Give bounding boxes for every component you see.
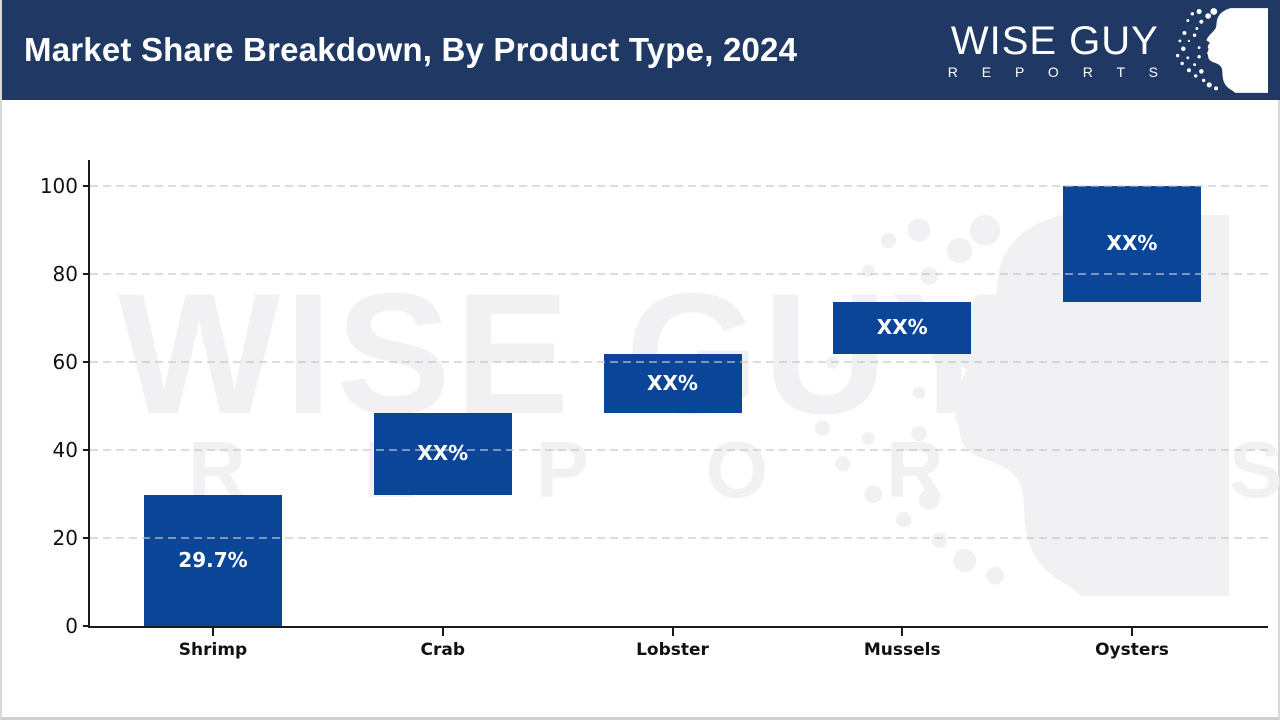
- brand-face-icon: [1175, 7, 1268, 93]
- x-axis-tick: [671, 628, 674, 636]
- gridline-y-40: [90, 449, 1268, 451]
- brand-logo: WISE GUY R E P O R T S: [942, 7, 1268, 93]
- y-axis-tick-label: 100: [39, 174, 78, 198]
- y-axis-tick-label: 80: [52, 262, 78, 286]
- bar-value-label: XX%: [647, 370, 698, 395]
- x-axis-category-label: Shrimp: [178, 640, 248, 660]
- brand-name: WISE GUY: [950, 18, 1159, 63]
- chart-bar-mussels: [833, 301, 972, 355]
- y-axis-tick-label: 60: [52, 350, 78, 374]
- y-axis-tick-0: [83, 625, 90, 627]
- brand-subtitle: R E P O R T S: [947, 63, 1168, 80]
- chart-bar-crab: [373, 413, 512, 496]
- chart-bar-oysters: [1063, 186, 1201, 302]
- x-axis-tick: [901, 628, 904, 636]
- gridline-y-80: [90, 273, 1268, 275]
- x-axis-tick: [212, 628, 214, 636]
- y-axis-tick-label: 20: [52, 526, 78, 550]
- bar-value-label: 29.7%: [178, 547, 248, 572]
- x-axis-line: [88, 626, 1268, 628]
- brand-logo-text: WISE GUY R E P O R T S: [942, 21, 1168, 80]
- y-axis-line: [88, 160, 90, 628]
- gridline-y-20: [90, 537, 1268, 539]
- y-axis-tick-40: [83, 449, 90, 451]
- x-axis-tick: [441, 628, 444, 636]
- header-bar: Market Share Breakdown, By Product Type,…: [2, 0, 1280, 100]
- x-axis-category-label: Oysters: [1095, 640, 1169, 660]
- x-axis-category-label: Crab: [420, 640, 465, 660]
- y-axis-tick-20: [83, 537, 90, 539]
- x-axis-category-label: Lobster: [636, 640, 709, 660]
- y-axis-tick-80: [83, 273, 90, 275]
- y-axis-tick-60: [83, 361, 90, 363]
- x-axis-tick: [1131, 628, 1133, 636]
- gridline-y-60: [90, 361, 1268, 363]
- y-axis-tick-label: 0: [65, 614, 78, 638]
- bar-value-label: XX%: [417, 441, 469, 466]
- y-axis-tick-100: [83, 185, 90, 187]
- chart-bar-lobster: [603, 354, 742, 414]
- bar-value-label: XX%: [1106, 230, 1158, 255]
- x-axis-category-label: Mussels: [863, 640, 941, 660]
- y-axis-tick-label: 40: [52, 438, 78, 462]
- page-title: Market Share Breakdown, By Product Type,…: [24, 31, 798, 68]
- gridline-y-100: [90, 185, 1268, 187]
- chart-bar-shrimp: [144, 495, 282, 626]
- bar-value-label: XX%: [876, 314, 928, 339]
